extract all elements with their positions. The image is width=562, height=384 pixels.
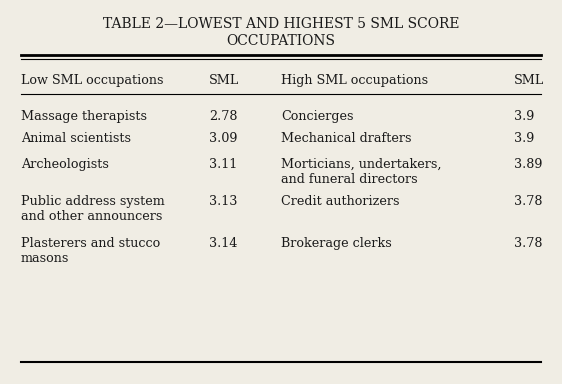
Text: Public address system
and other announcers: Public address system and other announce… [21, 195, 165, 223]
Text: TABLE 2—LOWEST AND HIGHEST 5 SML SCORE: TABLE 2—LOWEST AND HIGHEST 5 SML SCORE [103, 17, 459, 31]
Text: 3.9: 3.9 [514, 132, 534, 145]
Text: Concierges: Concierges [281, 110, 353, 123]
Text: Animal scientists: Animal scientists [21, 132, 131, 145]
Text: Low SML occupations: Low SML occupations [21, 74, 164, 87]
Text: Plasterers and stucco
masons: Plasterers and stucco masons [21, 237, 160, 265]
Text: 3.13: 3.13 [209, 195, 237, 208]
Text: Brokerage clerks: Brokerage clerks [281, 237, 392, 250]
Text: Massage therapists: Massage therapists [21, 110, 147, 123]
Text: 3.78: 3.78 [514, 237, 542, 250]
Text: Archeologists: Archeologists [21, 158, 108, 171]
Text: 3.9: 3.9 [514, 110, 534, 123]
Text: 3.78: 3.78 [514, 195, 542, 208]
Text: SML: SML [209, 74, 239, 87]
Text: 3.09: 3.09 [209, 132, 238, 145]
Text: 2.78: 2.78 [209, 110, 238, 123]
Text: Mechanical drafters: Mechanical drafters [281, 132, 411, 145]
Text: 3.14: 3.14 [209, 237, 237, 250]
Text: High SML occupations: High SML occupations [281, 74, 428, 87]
Text: OCCUPATIONS: OCCUPATIONS [226, 34, 336, 48]
Text: Morticians, undertakers,
and funeral directors: Morticians, undertakers, and funeral dir… [281, 158, 442, 186]
Text: 3.11: 3.11 [209, 158, 237, 171]
Text: SML: SML [514, 74, 544, 87]
Text: Credit authorizers: Credit authorizers [281, 195, 400, 208]
Text: 3.89: 3.89 [514, 158, 542, 171]
